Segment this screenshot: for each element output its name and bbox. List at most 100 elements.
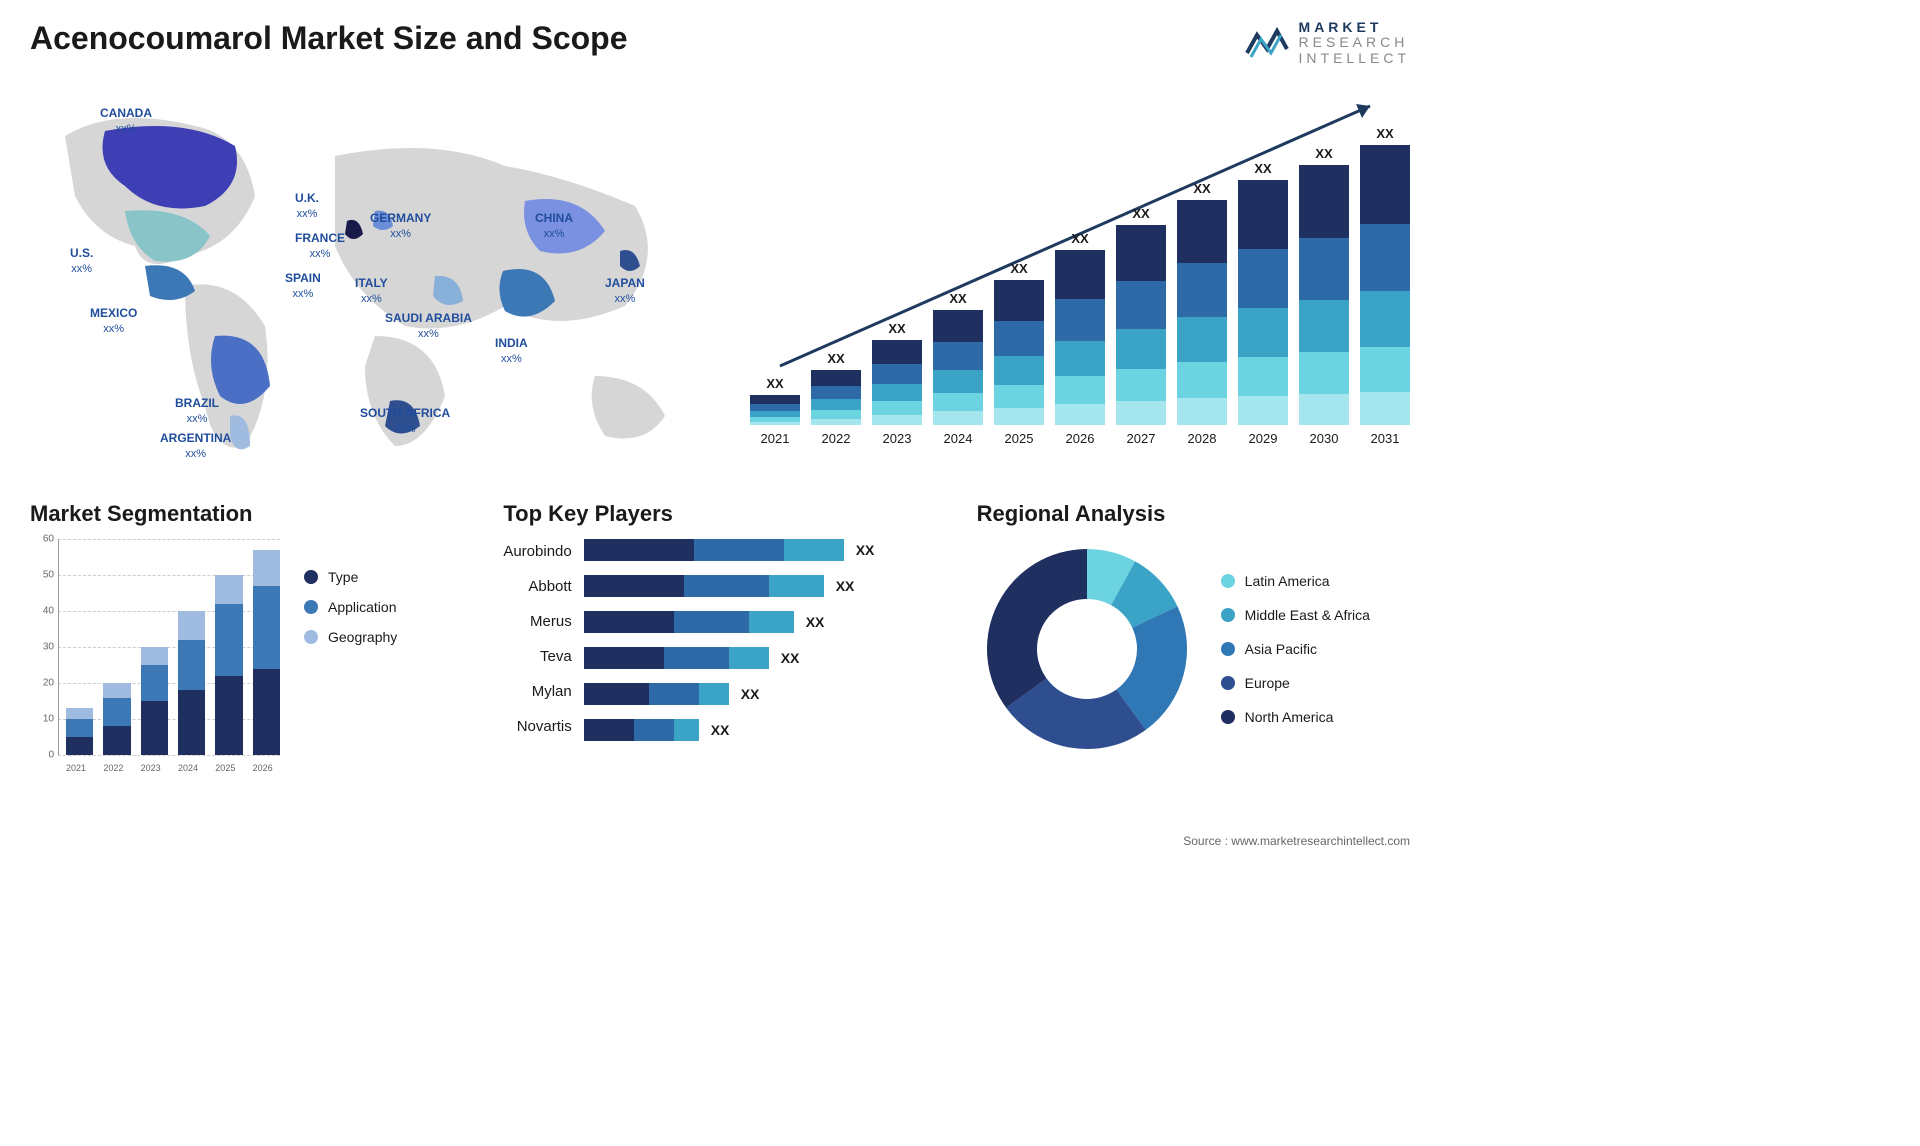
map-label: GERMANYxx% bbox=[370, 211, 431, 241]
growth-bar: XX2022 bbox=[811, 351, 861, 446]
segmentation-panel: Market Segmentation 01020304050602021202… bbox=[30, 501, 463, 821]
growth-bar-year: 2025 bbox=[1005, 431, 1034, 446]
growth-bar-year: 2024 bbox=[944, 431, 973, 446]
growth-bar-year: 2021 bbox=[761, 431, 790, 446]
segmentation-title: Market Segmentation bbox=[30, 501, 463, 527]
map-label: SAUDI ARABIAxx% bbox=[385, 311, 472, 341]
map-mexico bbox=[145, 265, 195, 300]
growth-bar-value: XX bbox=[1254, 161, 1271, 176]
regional-donut-chart bbox=[977, 539, 1197, 759]
map-label: ARGENTINAxx% bbox=[160, 431, 231, 461]
regional-legend-item: Asia Pacific bbox=[1221, 641, 1370, 657]
key-player-row: XX bbox=[584, 647, 937, 669]
key-player-value: XX bbox=[781, 650, 800, 666]
growth-bar-value: XX bbox=[888, 321, 905, 336]
segmentation-legend-item: Application bbox=[304, 599, 397, 615]
growth-chart: XX2021XX2022XX2023XX2024XX2025XX2026XX20… bbox=[750, 76, 1410, 476]
key-players-title: Top Key Players bbox=[503, 501, 936, 527]
segmentation-bar: 2025 bbox=[215, 575, 242, 755]
segmentation-chart: 0102030405060202120222023202420252026 bbox=[30, 539, 280, 779]
segmentation-bar: 2024 bbox=[178, 611, 205, 755]
key-player-row: XX bbox=[584, 719, 937, 741]
regional-legend-item: Latin America bbox=[1221, 573, 1370, 589]
world-map-panel: CANADAxx% U.S.xx% MEXICOxx% BRAZILxx% ARGENT… bbox=[30, 76, 720, 476]
key-player-value: XX bbox=[836, 578, 855, 594]
growth-bar-year: 2028 bbox=[1188, 431, 1217, 446]
growth-bar-year: 2027 bbox=[1127, 431, 1156, 446]
key-player-label: Novartis bbox=[517, 718, 572, 735]
map-label: INDIAxx% bbox=[495, 336, 528, 366]
growth-bar-value: XX bbox=[766, 376, 783, 391]
regional-title: Regional Analysis bbox=[977, 501, 1410, 527]
segmentation-bar: 2021 bbox=[66, 708, 93, 755]
key-player-label: Abbott bbox=[528, 578, 571, 595]
map-label: ITALYxx% bbox=[355, 276, 388, 306]
key-player-value: XX bbox=[806, 614, 825, 630]
segmentation-year-label: 2021 bbox=[66, 763, 93, 773]
map-label: CHINAxx% bbox=[535, 211, 573, 241]
key-player-row: XX bbox=[584, 611, 937, 633]
segmentation-legend: Type Application Geography bbox=[304, 569, 397, 779]
regional-legend-item: Europe bbox=[1221, 675, 1370, 691]
segmentation-legend-item: Geography bbox=[304, 629, 397, 645]
map-label: JAPANxx% bbox=[605, 276, 645, 306]
growth-bar-value: XX bbox=[1376, 126, 1393, 141]
growth-bar-value: XX bbox=[1132, 206, 1149, 221]
regional-panel: Regional Analysis Latin America Middle Ea… bbox=[977, 501, 1410, 821]
key-player-row: XX bbox=[584, 575, 937, 597]
growth-bar-value: XX bbox=[949, 291, 966, 306]
segmentation-year-label: 2026 bbox=[253, 763, 280, 773]
segmentation-year-label: 2023 bbox=[141, 763, 168, 773]
growth-bar-value: XX bbox=[1315, 146, 1332, 161]
growth-bar: XX2026 bbox=[1055, 231, 1105, 446]
segmentation-bar: 2026 bbox=[253, 550, 280, 755]
key-player-value: XX bbox=[856, 542, 875, 558]
growth-bar: XX 2024 bbox=[933, 291, 983, 446]
growth-bar-year: 2031 bbox=[1371, 431, 1400, 446]
segmentation-bar: 2022 bbox=[103, 683, 130, 755]
growth-bar-year: 2023 bbox=[883, 431, 912, 446]
page-title: Acenocoumarol Market Size and Scope bbox=[30, 20, 628, 57]
growth-bar-value: XX bbox=[1010, 261, 1027, 276]
key-player-value: XX bbox=[741, 686, 760, 702]
source-label: Source : www.marketresearchintellect.com bbox=[1183, 834, 1410, 848]
donut-slice bbox=[987, 549, 1087, 708]
map-label: BRAZILxx% bbox=[175, 396, 219, 426]
growth-bar: XX 2030 bbox=[1299, 146, 1349, 446]
growth-bar-year: 2029 bbox=[1249, 431, 1278, 446]
key-player-label: Merus bbox=[530, 613, 572, 630]
growth-bar: XX 2029 bbox=[1238, 161, 1288, 446]
key-player-row: XX bbox=[584, 683, 937, 705]
growth-bar: XX 2031 bbox=[1360, 126, 1410, 446]
key-players-panel: Top Key Players Aurobindo Abbott Merus Teva… bbox=[503, 501, 936, 821]
key-player-label: Teva bbox=[540, 648, 572, 665]
logo-mark-icon bbox=[1245, 23, 1289, 63]
map-label: U.K.xx% bbox=[295, 191, 319, 221]
map-label: CANADAxx% bbox=[100, 106, 152, 136]
key-player-value: XX bbox=[711, 722, 730, 738]
map-label: FRANCExx% bbox=[295, 231, 345, 261]
segmentation-year-label: 2024 bbox=[178, 763, 205, 773]
logo-text-2: RESEARCH bbox=[1299, 35, 1410, 50]
key-player-label: Mylan bbox=[532, 683, 572, 700]
regional-legend: Latin America Middle East & Africa Asia Pa… bbox=[1221, 573, 1370, 725]
regional-legend-item: North America bbox=[1221, 709, 1370, 725]
growth-bar: XX 2025 bbox=[994, 261, 1044, 446]
map-label: U.S.xx% bbox=[70, 246, 93, 276]
segmentation-legend-item: Type bbox=[304, 569, 397, 585]
segmentation-bar: 2023 bbox=[141, 647, 168, 755]
logo-text-1: MARKET bbox=[1299, 20, 1410, 35]
map-label: SOUTH AFRICAxx% bbox=[360, 406, 450, 436]
key-player-label: Aurobindo bbox=[503, 543, 571, 560]
growth-bar-year: 2030 bbox=[1310, 431, 1339, 446]
map-label: SPAINxx% bbox=[285, 271, 321, 301]
regional-legend-item: Middle East & Africa bbox=[1221, 607, 1370, 623]
logo-text-3: INTELLECT bbox=[1299, 51, 1410, 66]
growth-bar-value: XX bbox=[1193, 181, 1210, 196]
growth-bar: XX 2028 bbox=[1177, 181, 1227, 446]
growth-bar: XX 2027 bbox=[1116, 206, 1166, 446]
map-label: MEXICOxx% bbox=[90, 306, 137, 336]
growth-bar: XX 2023 bbox=[872, 321, 922, 446]
growth-bar-value: XX bbox=[827, 351, 844, 366]
brand-logo: MARKET RESEARCH INTELLECT bbox=[1245, 20, 1410, 66]
